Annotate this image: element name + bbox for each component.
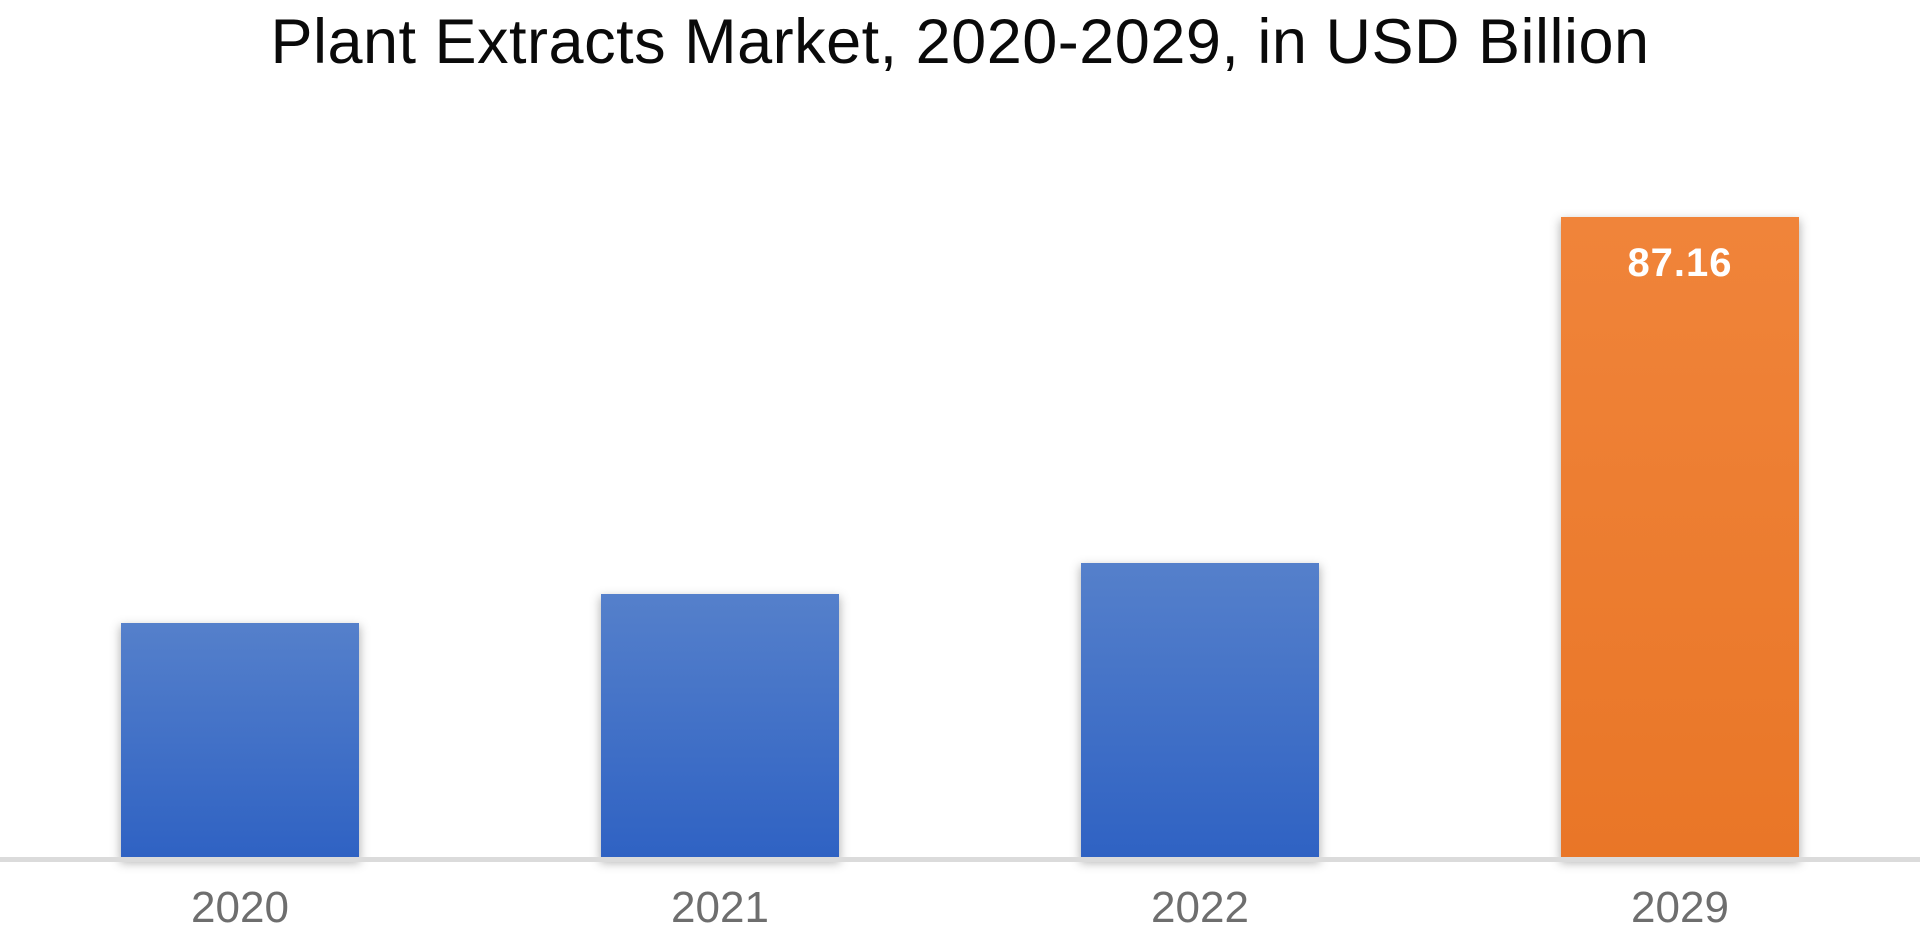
bar-2022 xyxy=(1081,563,1319,858)
x-axis-label-2022: 2022 xyxy=(1151,883,1249,932)
value-label-2029: 87.16 xyxy=(1627,241,1733,285)
x-axis-line xyxy=(0,857,1920,862)
bar-slot-2029: 87.16 xyxy=(1440,0,1920,858)
bar-slot-2022 xyxy=(960,0,1440,858)
x-axis-label-2021: 2021 xyxy=(671,883,769,932)
bar-2021 xyxy=(601,594,839,858)
bar-2029: 87.16 xyxy=(1561,217,1799,858)
bar-slot-2020 xyxy=(0,0,480,858)
chart-title: Plant Extracts Market, 2020-2029, in USD… xyxy=(270,7,1650,77)
bar-slot-2021 xyxy=(480,0,960,858)
x-axis-label-2020: 2020 xyxy=(191,883,289,932)
plot-area: 87.16 xyxy=(0,0,1920,858)
x-axis-labels: 2020 2021 2022 2029 xyxy=(0,883,1920,933)
x-axis-label-2029: 2029 xyxy=(1631,883,1729,932)
bar-2020 xyxy=(121,623,359,858)
